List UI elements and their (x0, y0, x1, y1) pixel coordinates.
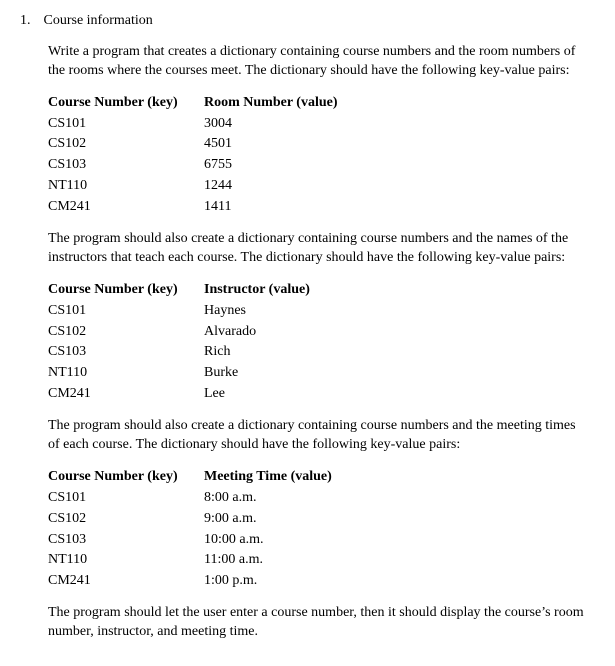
table-instructors-header-value: Instructor (value) (204, 280, 316, 301)
cell-value: 10:00 a.m. (204, 530, 338, 551)
cell-key: CS102 (48, 322, 204, 343)
table-row: CM241Lee (48, 384, 316, 405)
cell-key: CS102 (48, 509, 204, 530)
cell-key: CS101 (48, 488, 204, 509)
paragraph-intro-times: The program should also create a diction… (48, 417, 585, 455)
cell-key: CM241 (48, 571, 204, 592)
problem-title: Course information (44, 13, 153, 28)
table-row: CS101Haynes (48, 301, 316, 322)
table-row: CS10310:00 a.m. (48, 530, 338, 551)
cell-value: 8:00 a.m. (204, 488, 338, 509)
table-row: NT11011:00 a.m. (48, 550, 338, 571)
cell-value: 3004 (204, 114, 344, 135)
table-row: NT110Burke (48, 363, 316, 384)
cell-value: 4501 (204, 134, 344, 155)
cell-value: 1411 (204, 197, 344, 218)
table-times-header-value: Meeting Time (value) (204, 467, 338, 488)
table-rooms-body: CS1013004CS1024501CS1036755NT1101244CM24… (48, 114, 344, 218)
cell-key: CS101 (48, 301, 204, 322)
table-row: CS1029:00 a.m. (48, 509, 338, 530)
cell-key: NT110 (48, 176, 204, 197)
cell-key: NT110 (48, 550, 204, 571)
cell-value: 9:00 a.m. (204, 509, 338, 530)
problem-number: 1. (20, 12, 40, 31)
cell-value: 6755 (204, 155, 344, 176)
cell-value: Lee (204, 384, 316, 405)
table-instructors-header-key: Course Number (key) (48, 280, 204, 301)
table-times-header-key: Course Number (key) (48, 467, 204, 488)
table-row: CS1036755 (48, 155, 344, 176)
cell-key: CS101 (48, 114, 204, 135)
cell-key: CS103 (48, 530, 204, 551)
cell-key: CM241 (48, 384, 204, 405)
table-rooms-header-key: Course Number (key) (48, 93, 204, 114)
table-row: CM2411:00 p.m. (48, 571, 338, 592)
table-times-body: CS1018:00 a.m.CS1029:00 a.m.CS10310:00 a… (48, 488, 338, 592)
cell-value: Alvarado (204, 322, 316, 343)
cell-value: 11:00 a.m. (204, 550, 338, 571)
cell-value: Haynes (204, 301, 316, 322)
table-row: CS1024501 (48, 134, 344, 155)
cell-key: CM241 (48, 197, 204, 218)
cell-value: Rich (204, 342, 316, 363)
cell-key: NT110 (48, 363, 204, 384)
table-row: NT1101244 (48, 176, 344, 197)
paragraph-intro-rooms: Write a program that creates a dictionar… (48, 43, 585, 81)
table-row: CS103Rich (48, 342, 316, 363)
cell-value: Burke (204, 363, 316, 384)
table-instructors: Course Number (key) Instructor (value) C… (48, 280, 316, 405)
table-row: CS1013004 (48, 114, 344, 135)
cell-value: 1:00 p.m. (204, 571, 338, 592)
table-rooms-header-value: Room Number (value) (204, 93, 344, 114)
cell-key: CS102 (48, 134, 204, 155)
table-rooms: Course Number (key) Room Number (value) … (48, 93, 344, 218)
table-row: CM2411411 (48, 197, 344, 218)
table-row: CS1018:00 a.m. (48, 488, 338, 509)
table-row: CS102Alvarado (48, 322, 316, 343)
cell-key: CS103 (48, 342, 204, 363)
paragraph-intro-instructors: The program should also create a diction… (48, 230, 585, 268)
cell-key: CS103 (48, 155, 204, 176)
table-instructors-body: CS101HaynesCS102AlvaradoCS103RichNT110Bu… (48, 301, 316, 405)
cell-value: 1244 (204, 176, 344, 197)
table-times: Course Number (key) Meeting Time (value)… (48, 467, 338, 592)
paragraph-final: The program should let the user enter a … (48, 604, 585, 642)
